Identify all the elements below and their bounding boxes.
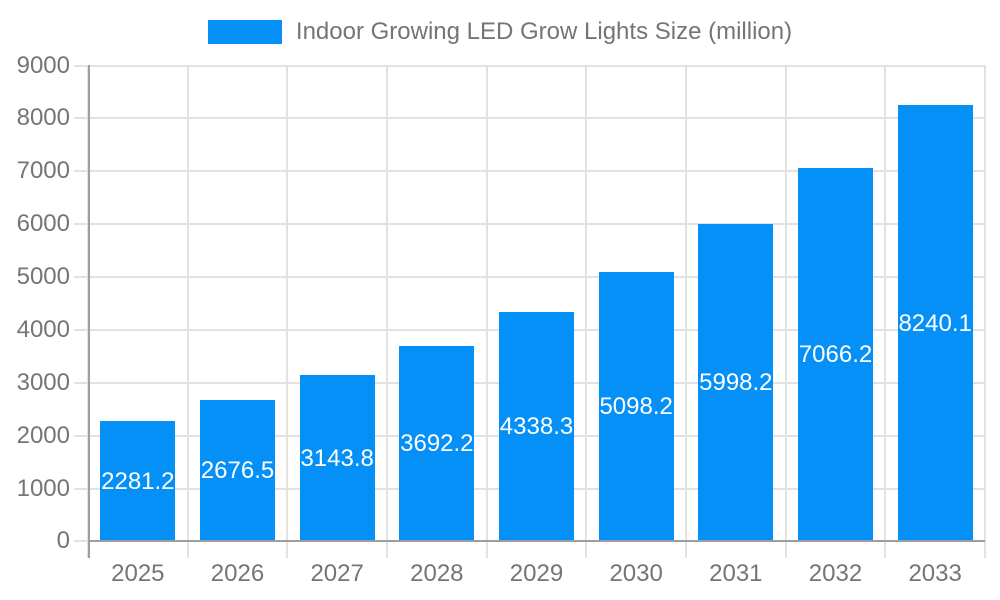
- bar[interactable]: 4338.3: [499, 312, 574, 542]
- bar-value-label: 2281.2: [101, 467, 175, 495]
- bar[interactable]: 3692.2: [399, 346, 475, 542]
- x-axis-line: [88, 540, 985, 542]
- bar-value-label: 2676.5: [200, 457, 275, 485]
- gridline-horizontal: [74, 276, 985, 278]
- gridline-vertical: [884, 65, 887, 558]
- bar-value-label: 5998.2: [699, 369, 773, 397]
- gridline-horizontal: [74, 117, 985, 119]
- x-axis-tick-label: 2032: [808, 560, 863, 587]
- gridline-vertical: [186, 65, 189, 558]
- bar[interactable]: 3143.8: [299, 375, 375, 542]
- y-axis-tick-label: 5000: [16, 263, 70, 290]
- legend-label: Indoor Growing LED Grow Lights Size (mil…: [295, 18, 793, 45]
- x-axis-tick-label: 2027: [310, 560, 364, 587]
- x-axis-tick-label: 2033: [908, 560, 962, 587]
- plot-area: 0 1000 2000 3000 4000 5000 6000 7000 8000 9000 228…: [17, 52, 986, 587]
- bar[interactable]: 7066.2: [798, 167, 873, 542]
- x-axis-tick-label: 2030: [609, 560, 663, 587]
- bar[interactable]: 8240.1: [897, 105, 973, 542]
- legend[interactable]: Indoor Growing LED Grow Lights Size (mil…: [0, 18, 1000, 46]
- y-axis-tick-label: 4000: [16, 316, 70, 343]
- gridline-horizontal: [74, 170, 985, 172]
- y-axis-line: [88, 65, 90, 558]
- bar[interactable]: 2676.5: [200, 400, 275, 542]
- x-axis-tick-label: 2028: [410, 560, 464, 587]
- y-axis-tick-label: 3000: [16, 369, 70, 396]
- x-axis-tick-label: 2026: [210, 560, 265, 587]
- y-axis-tick-label: 0: [56, 527, 70, 554]
- bar-value-label: 3143.8: [300, 444, 374, 472]
- bar-value-label: 8240.1: [898, 309, 972, 337]
- legend-swatch: [207, 20, 282, 44]
- bar-value-label: 7066.2: [798, 340, 873, 368]
- bar[interactable]: 5098.2: [598, 271, 674, 542]
- y-axis-tick-label: 1000: [16, 475, 70, 502]
- bar-value-label: 4338.3: [499, 413, 574, 441]
- y-axis-tick-label: 8000: [16, 104, 70, 131]
- bar-value-label: 5098.2: [599, 392, 673, 420]
- x-axis-tick-label: 2029: [509, 560, 564, 587]
- gridline-vertical: [784, 65, 787, 558]
- gridline-vertical: [585, 65, 588, 558]
- gridline-vertical: [386, 65, 388, 558]
- gridline-vertical: [984, 65, 986, 558]
- bar-value-label: 3692.2: [400, 430, 474, 458]
- gridline-horizontal: [74, 65, 985, 67]
- gridline-vertical: [286, 65, 289, 558]
- gridline-vertical: [685, 65, 687, 558]
- y-axis-tick-label: 2000: [16, 422, 70, 449]
- y-axis-tick-label: 9000: [16, 52, 70, 79]
- gridline-vertical: [485, 65, 488, 558]
- x-axis-tick-label: 2025: [111, 560, 165, 587]
- x-axis-tick-label: 2031: [709, 560, 763, 587]
- y-axis-tick-label: 7000: [16, 157, 70, 184]
- gridline-horizontal: [74, 223, 985, 225]
- bar[interactable]: 5998.2: [698, 224, 774, 542]
- bar[interactable]: 2281.2: [100, 421, 176, 542]
- y-axis-tick-label: 6000: [16, 210, 70, 237]
